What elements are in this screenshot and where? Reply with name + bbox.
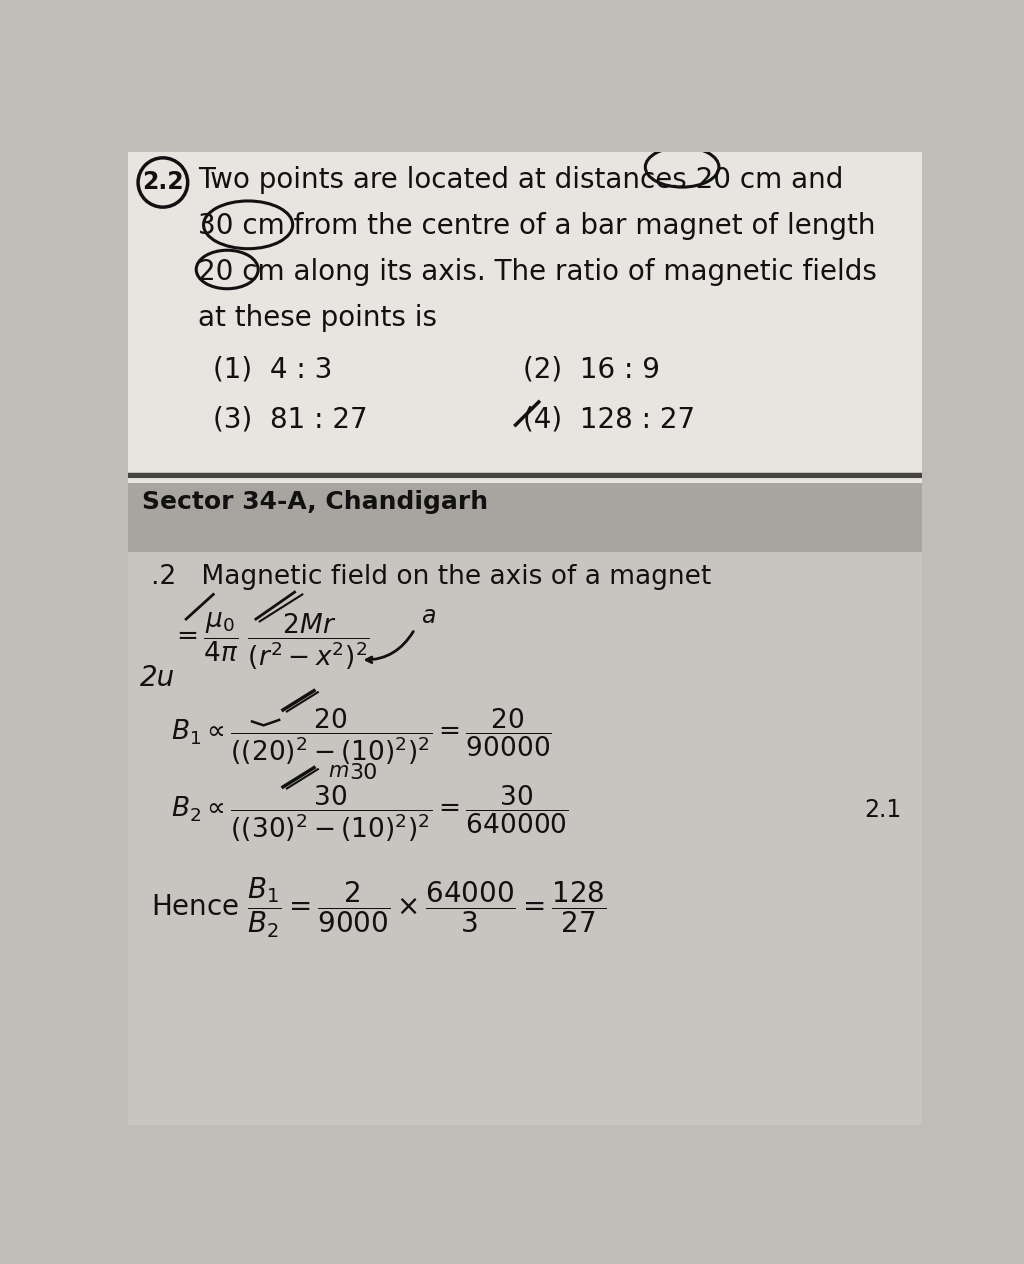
Text: 30 cm from the centre of a bar magnet of length: 30 cm from the centre of a bar magnet of… [198, 212, 876, 240]
Text: at these points is: at these points is [198, 305, 437, 332]
Text: 20 cm along its axis. The ratio of magnetic fields: 20 cm along its axis. The ratio of magne… [198, 258, 877, 286]
Text: $B_1 \propto \dfrac{20}{((20)^2-(10)^2)^2} = \dfrac{20}{90000}$: $B_1 \propto \dfrac{20}{((20)^2-(10)^2)^… [171, 707, 552, 767]
Text: $= \dfrac{\mu_0}{4\pi}\ \dfrac{2Mr}{(r^2-x^2)^2}$: $= \dfrac{\mu_0}{4\pi}\ \dfrac{2Mr}{(r^2… [171, 609, 369, 671]
Text: 2u: 2u [139, 664, 175, 691]
Text: m: m [328, 761, 348, 781]
Text: 2.1: 2.1 [864, 799, 901, 823]
Bar [128, 483, 922, 552]
Text: (4)  128 : 27: (4) 128 : 27 [523, 406, 695, 434]
Text: 2.2: 2.2 [142, 171, 183, 195]
Text: Two points are located at distances 20 cm and: Two points are located at distances 20 c… [198, 166, 843, 193]
Text: $B_2 \propto \dfrac{30}{((30)^2-(10)^2)^2} = \dfrac{30}{640000}$: $B_2 \propto \dfrac{30}{((30)^2-(10)^2)^… [171, 784, 568, 844]
Text: Hence $\dfrac{B_1}{B_2} = \dfrac{2}{9000} \times \dfrac{64000}{3} = \dfrac{128}{: Hence $\dfrac{B_1}{B_2} = \dfrac{2}{9000… [152, 876, 606, 939]
Text: Sector 34-A, Chandigarh: Sector 34-A, Chandigarh [142, 490, 488, 514]
Text: (3)  81 : 27: (3) 81 : 27 [213, 406, 368, 434]
Bar [128, 152, 922, 483]
Text: a: a [421, 604, 435, 628]
Text: (2)  16 : 9: (2) 16 : 9 [523, 355, 660, 384]
Bar [128, 552, 922, 1125]
Text: .2   Magnetic field on the axis of a magnet: .2 Magnetic field on the axis of a magne… [152, 564, 712, 589]
Text: (1)  4 : 3: (1) 4 : 3 [213, 355, 333, 384]
Text: 30: 30 [349, 763, 377, 784]
